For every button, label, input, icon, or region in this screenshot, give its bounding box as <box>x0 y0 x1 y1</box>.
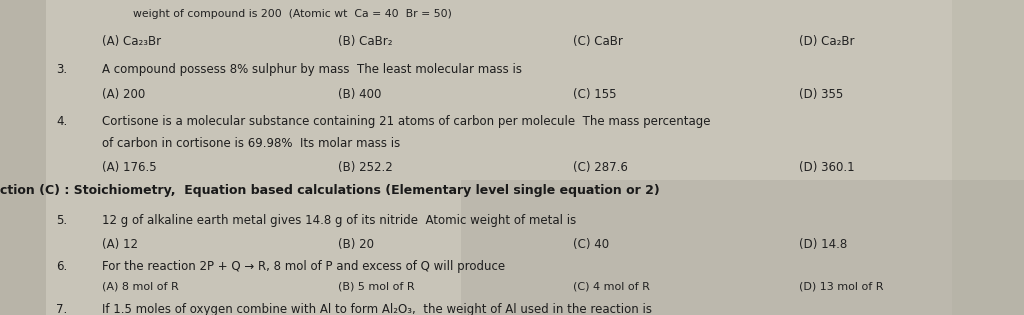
Text: (B) 5 mol of R: (B) 5 mol of R <box>338 282 415 292</box>
Text: 5.: 5. <box>56 214 68 227</box>
Text: Cortisone is a molecular substance containing 21 atoms of carbon per molecule  T: Cortisone is a molecular substance conta… <box>102 115 711 128</box>
Text: (A) Ca₂₃Br: (A) Ca₂₃Br <box>102 35 162 48</box>
Text: (C) 155: (C) 155 <box>573 88 616 101</box>
Text: (B) 400: (B) 400 <box>338 88 381 101</box>
Text: 3.: 3. <box>56 63 68 76</box>
Text: (D) Ca₂Br: (D) Ca₂Br <box>799 35 854 48</box>
Text: (A) 200: (A) 200 <box>102 88 145 101</box>
Text: (D) 13 mol of R: (D) 13 mol of R <box>799 282 884 292</box>
Text: of carbon in cortisone is 69.98%  Its molar mass is: of carbon in cortisone is 69.98% Its mol… <box>102 137 400 150</box>
Text: For the reaction 2P + Q → R, 8 mol of P and excess of Q will produce: For the reaction 2P + Q → R, 8 mol of P … <box>102 260 506 273</box>
Text: (A) 12: (A) 12 <box>102 238 138 251</box>
Text: If 1.5 moles of oxygen combine with Al to form Al₂O₃,  the weight of Al used in : If 1.5 moles of oxygen combine with Al t… <box>102 303 652 315</box>
Text: (C) 40: (C) 40 <box>573 238 609 251</box>
Text: (D) 14.8: (D) 14.8 <box>799 238 847 251</box>
Text: (B) 252.2: (B) 252.2 <box>338 161 392 174</box>
Text: (B) 20: (B) 20 <box>338 238 374 251</box>
Bar <box>461 180 1024 315</box>
Text: (A) 8 mol of R: (A) 8 mol of R <box>102 282 179 292</box>
Text: (D) 355: (D) 355 <box>799 88 843 101</box>
Text: (D) 360.1: (D) 360.1 <box>799 161 854 174</box>
Text: 6.: 6. <box>56 260 68 273</box>
Text: ction (C) : Stoichiometry,  Equation based calculations (Elementary level single: ction (C) : Stoichiometry, Equation base… <box>0 184 659 197</box>
Text: 12 g of alkaline earth metal gives 14.8 g of its nitride  Atomic weight of metal: 12 g of alkaline earth metal gives 14.8 … <box>102 214 577 227</box>
Bar <box>952 0 1024 315</box>
Text: 4.: 4. <box>56 115 68 128</box>
Text: weight of compound is 200  (Atomic wt  Ca = 40  Br = 50): weight of compound is 200 (Atomic wt Ca … <box>133 9 452 20</box>
Text: (C) 287.6: (C) 287.6 <box>573 161 629 174</box>
Text: (B) CaBr₂: (B) CaBr₂ <box>338 35 392 48</box>
Bar <box>0 0 46 315</box>
Text: A compound possess 8% sulphur by mass  The least molecular mass is: A compound possess 8% sulphur by mass Th… <box>102 63 522 76</box>
Text: (A) 176.5: (A) 176.5 <box>102 161 157 174</box>
Text: (C) CaBr: (C) CaBr <box>573 35 624 48</box>
Text: (C) 4 mol of R: (C) 4 mol of R <box>573 282 650 292</box>
Text: 7.: 7. <box>56 303 68 315</box>
